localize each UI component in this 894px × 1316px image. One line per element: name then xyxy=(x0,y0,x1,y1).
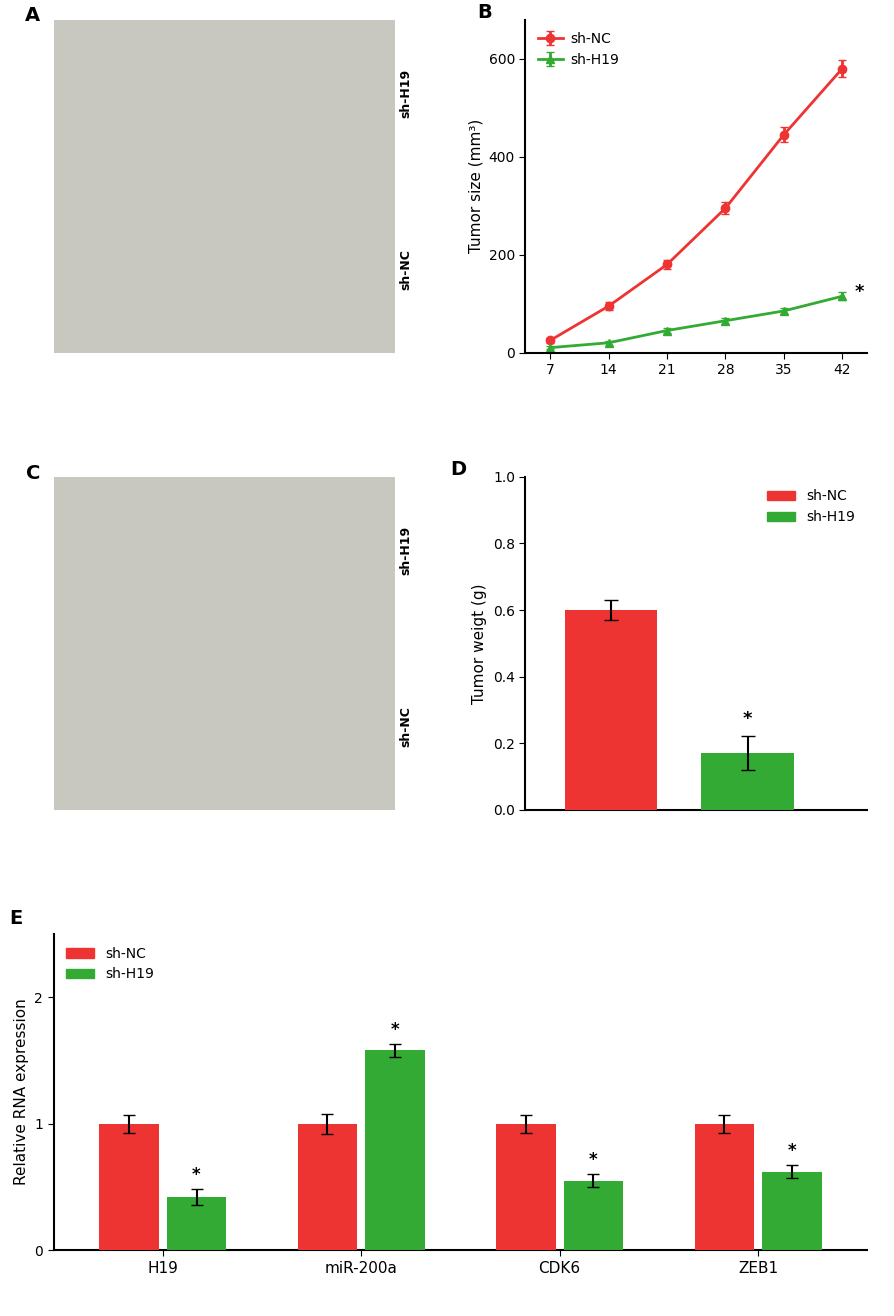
Legend: sh-NC, sh-H19: sh-NC, sh-H19 xyxy=(762,484,860,530)
Bar xyxy=(496,1124,556,1250)
Y-axis label: Tumor size (mm³): Tumor size (mm³) xyxy=(468,118,483,253)
Text: *: * xyxy=(391,1021,400,1040)
Text: *: * xyxy=(192,1166,201,1184)
Text: E: E xyxy=(9,909,22,928)
Text: sh-H19: sh-H19 xyxy=(399,525,412,575)
Bar xyxy=(563,1180,623,1250)
Text: *: * xyxy=(589,1152,598,1169)
Bar xyxy=(99,1124,159,1250)
Bar xyxy=(695,1124,754,1250)
Text: *: * xyxy=(743,711,752,728)
Text: C: C xyxy=(26,463,40,483)
Text: D: D xyxy=(451,461,467,479)
Bar xyxy=(365,1050,425,1250)
Text: *: * xyxy=(855,283,864,301)
Bar xyxy=(702,753,794,809)
Text: A: A xyxy=(25,7,40,25)
Bar xyxy=(565,611,657,809)
Bar xyxy=(298,1124,358,1250)
Legend: sh-NC, sh-H19: sh-NC, sh-H19 xyxy=(532,26,624,72)
Text: *: * xyxy=(788,1142,796,1161)
Text: B: B xyxy=(477,3,493,22)
Bar xyxy=(762,1171,822,1250)
Text: sh-H19: sh-H19 xyxy=(399,68,412,117)
Y-axis label: Tumor weigt (g): Tumor weigt (g) xyxy=(472,583,487,704)
Text: sh-NC: sh-NC xyxy=(399,249,412,290)
Legend: sh-NC, sh-H19: sh-NC, sh-H19 xyxy=(61,941,159,987)
Bar xyxy=(167,1198,226,1250)
Text: sh-NC: sh-NC xyxy=(399,707,412,747)
Y-axis label: Relative RNA expression: Relative RNA expression xyxy=(13,999,29,1186)
